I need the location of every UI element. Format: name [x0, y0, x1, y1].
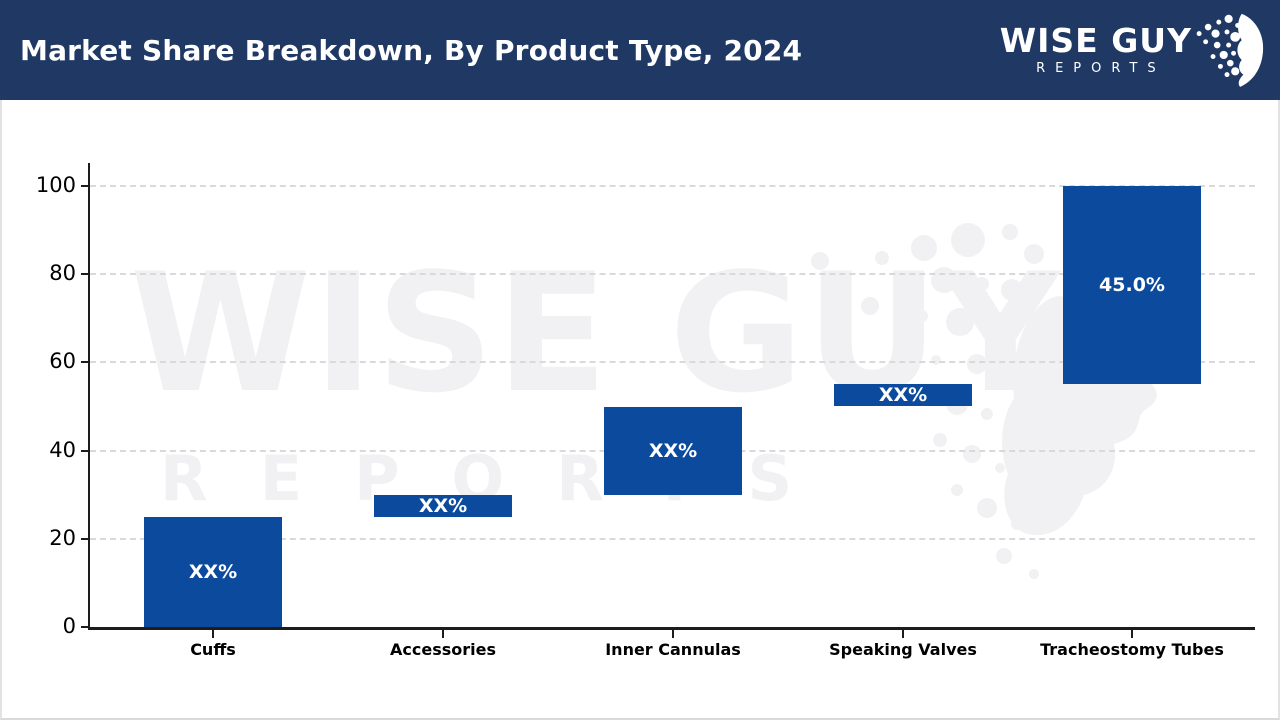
chart-title: Market Share Breakdown, By Product Type,…: [20, 33, 803, 67]
y-tick-label-80: 80: [49, 261, 76, 286]
bar-value-label-4: 45.0%: [1099, 274, 1165, 297]
logo-subtitle: REPORTS: [1036, 61, 1166, 76]
header-bar: Market Share Breakdown, By Product Type,…: [0, 0, 1280, 100]
gridline-y-100: [90, 185, 1255, 187]
category-label-2: Inner Cannulas: [605, 640, 741, 659]
y-tick-label-20: 20: [49, 525, 76, 550]
y-tick-mark-20: [81, 537, 90, 540]
waterfall-bar-0: XX%: [144, 516, 282, 627]
category-label-3: Speaking Valves: [829, 640, 977, 659]
x-tick-mark-3: [902, 630, 904, 638]
wise-guy-reports-logo: WISE GUY REPORTS: [1000, 7, 1268, 93]
bar-value-label-0: XX%: [188, 560, 238, 583]
y-tick-label-40: 40: [49, 437, 76, 462]
x-tick-mark-1: [442, 630, 444, 638]
x-tick-mark-2: [672, 630, 674, 638]
logo-wordmark: WISE GUY: [999, 21, 1192, 60]
bar-value-label-3: XX%: [878, 384, 928, 407]
waterfall-bar-2: XX%: [604, 406, 742, 495]
bar-value-label-2: XX%: [648, 439, 698, 462]
waterfall-bar-4: 45.0%: [1063, 186, 1201, 385]
logo-dot-face-icon: [1196, 13, 1264, 87]
bar-value-label-1: XX%: [418, 494, 468, 517]
y-tick-mark-80: [81, 273, 90, 276]
category-label-4: Tracheostomy Tubes: [1040, 640, 1224, 659]
y-tick-mark-100: [81, 185, 90, 187]
y-tick-label-100: 100: [35, 173, 76, 197]
y-tick-mark-0: [81, 626, 90, 628]
y-tick-mark-60: [81, 361, 90, 364]
category-label-0: Cuffs: [190, 640, 236, 659]
waterfall-bar-3: XX%: [834, 384, 972, 407]
gridline-y-80: [90, 273, 1255, 276]
logo-text: WISE GUY REPORTS: [1000, 24, 1192, 76]
gridline-y-20: [90, 537, 1255, 540]
y-tick-label-60: 60: [49, 349, 76, 374]
category-label-1: Accessories: [390, 640, 496, 659]
waterfall-bar-1: XX%: [374, 494, 512, 517]
x-tick-mark-4: [1131, 630, 1133, 638]
y-axis-line: [88, 163, 90, 630]
x-axis-line: [88, 627, 1255, 630]
x-tick-mark-0: [212, 630, 214, 638]
y-tick-label-0: 0: [62, 614, 76, 638]
gridline-y-60: [90, 361, 1255, 364]
y-tick-mark-40: [81, 449, 90, 452]
